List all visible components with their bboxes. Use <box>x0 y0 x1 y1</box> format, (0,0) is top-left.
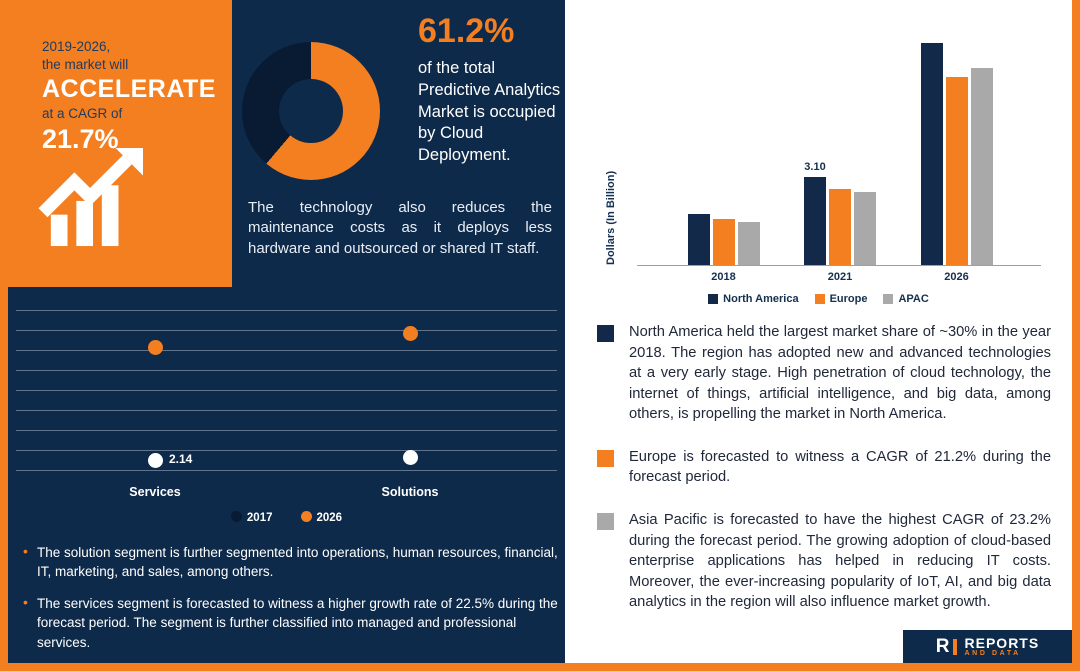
gridline <box>16 470 557 471</box>
legend-item-apac: APAC <box>883 293 929 305</box>
reports-and-data-logo: R REPORTS AND DATA <box>903 630 1072 663</box>
segment-panel: Services Solutions 2.14 2017 2026 The so… <box>8 287 565 663</box>
list-item-north-america: North America held the largest market sh… <box>597 322 1051 425</box>
period-text: 2019-2026, <box>42 39 111 54</box>
legend-swatch <box>708 294 719 304</box>
legend-item-2026: 2026 <box>300 511 343 524</box>
bar-plot-area: 3.10 <box>643 35 1037 265</box>
cagr-label: at a CAGR of <box>42 106 123 122</box>
bar-apac-2026 <box>970 68 993 265</box>
dot-value-label: 2.14 <box>169 452 193 467</box>
dot-2017-solutions <box>402 449 418 465</box>
bar-group-2026 <box>920 43 993 265</box>
region-bullet-list: North America held the largest market sh… <box>597 322 1051 613</box>
segment-bullet-list: The solution segment is further segmente… <box>22 542 558 652</box>
logo-mark-icon: R <box>936 637 957 656</box>
accelerate-keyword: ACCELERATE <box>42 75 216 104</box>
gridline <box>16 450 557 451</box>
x-axis-ticks: 2018 2021 2026 <box>643 271 1037 283</box>
north-america-swatch <box>597 325 614 342</box>
list-item-europe: Europe is forecasted to witness a CAGR o… <box>597 447 1051 488</box>
legend-swatch <box>814 294 825 304</box>
bar-apac-2021 <box>854 192 876 265</box>
cloud-body-text: The technology also reduces the maintena… <box>248 199 552 257</box>
apac-swatch <box>597 513 614 531</box>
cloud-donut-chart <box>242 42 380 180</box>
x-axis-line <box>637 265 1041 266</box>
tick-2021: 2021 <box>827 271 853 283</box>
growth-chart-icon <box>38 148 143 247</box>
bar-europe-2021 <box>829 189 851 265</box>
y-axis-label: Dollars (In Billion) <box>605 170 617 265</box>
tick-2026: 2026 <box>944 271 969 283</box>
gridline <box>16 310 557 311</box>
gridline <box>16 350 557 351</box>
gridline <box>16 430 557 431</box>
region-panel: Dollars (In Billion) 3.10 2018 2021 2026… <box>565 0 1072 663</box>
dot-2017-services <box>147 452 163 468</box>
list-item-services-segment: The services segment is forecasted to wi… <box>22 593 558 651</box>
category-label-solutions: Solutions <box>381 485 439 499</box>
category-label-services: Services <box>129 485 181 499</box>
bar-north-america-2018 <box>687 214 710 265</box>
bar-value-label: 3.10 <box>804 160 826 173</box>
cloud-deployment-section: 61.2% of the total Predictive Analytics … <box>232 0 565 287</box>
dot-2026-services <box>147 340 163 356</box>
logo-title: REPORTS <box>964 634 1040 651</box>
legend-swatch-2026 <box>300 511 312 522</box>
europe-text: Europe is forecasted to witness a CAGR o… <box>629 448 1051 486</box>
legend-swatch <box>883 294 894 304</box>
accelerate-box: 2019-2026, the market will ACCELERATE at… <box>0 0 232 287</box>
north-america-text: North America held the largest market sh… <box>629 324 1051 423</box>
cloud-percent: 61.2% <box>418 12 515 50</box>
bar-group-2018 <box>687 214 760 265</box>
bar-north-america-2021 <box>804 177 826 265</box>
dot-2026-solutions <box>402 326 418 342</box>
bar-europe-2018 <box>712 219 735 265</box>
logo-subtitle: AND DATA <box>964 650 1021 658</box>
legend-item-2017: 2017 <box>230 511 273 524</box>
list-item-asia-pacific: Asia Pacific is forecasted to have the h… <box>597 510 1051 613</box>
tick-2018: 2018 <box>711 271 736 283</box>
market-will-text: the market will <box>42 56 129 72</box>
list-item-solution-segment: The solution segment is further segmente… <box>22 542 558 581</box>
gridline <box>16 370 557 371</box>
bar-north-america-2026 <box>920 43 943 265</box>
legend-label-2017: 2017 <box>246 512 273 524</box>
apac-text: Asia Pacific is forecasted to have the h… <box>629 512 1051 611</box>
bar-chart-legend: North America Europe APAC <box>565 293 1072 305</box>
gridline <box>16 330 557 331</box>
legend-item-north-america: North America <box>708 293 799 305</box>
dot-plot-area: Services Solutions 2.14 <box>12 307 561 517</box>
gridline <box>16 390 557 391</box>
gridline <box>16 410 557 411</box>
europe-swatch <box>597 449 614 467</box>
legend-item-europe: Europe <box>814 293 867 305</box>
dot-plot-legend: 2017 2026 <box>8 511 565 524</box>
bar-europe-2026 <box>945 77 968 265</box>
donut-hole <box>279 79 343 143</box>
bar-apac-2018 <box>737 222 760 265</box>
bar-group-2021: 3.10 <box>804 161 876 265</box>
legend-swatch-2017 <box>230 511 242 522</box>
legend-label-2026: 2026 <box>316 512 343 524</box>
cloud-headline: of the total Predictive Analytics Market… <box>418 59 561 165</box>
logo-text: REPORTS AND DATA <box>964 634 1040 658</box>
cagr-value: 21.7% <box>42 123 119 154</box>
